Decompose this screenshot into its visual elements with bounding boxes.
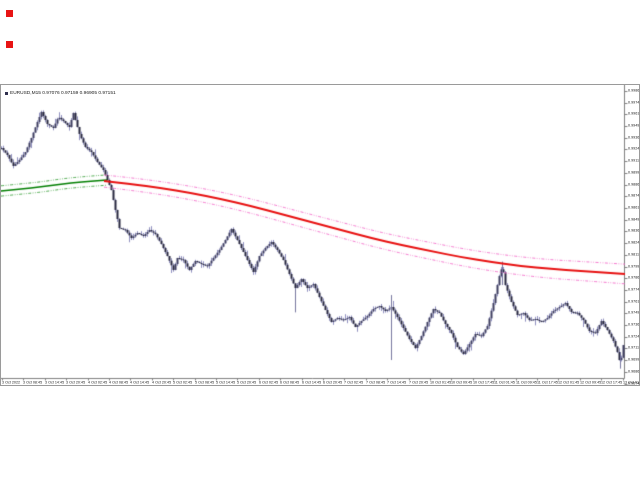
red-marker-icon [6,10,13,17]
price-chart-canvas[interactable] [1,85,639,385]
chart-window: EURUSD,M15 0.97076 0.97159 0.96905 0.971… [0,84,640,386]
red-marker-icon [6,41,13,48]
